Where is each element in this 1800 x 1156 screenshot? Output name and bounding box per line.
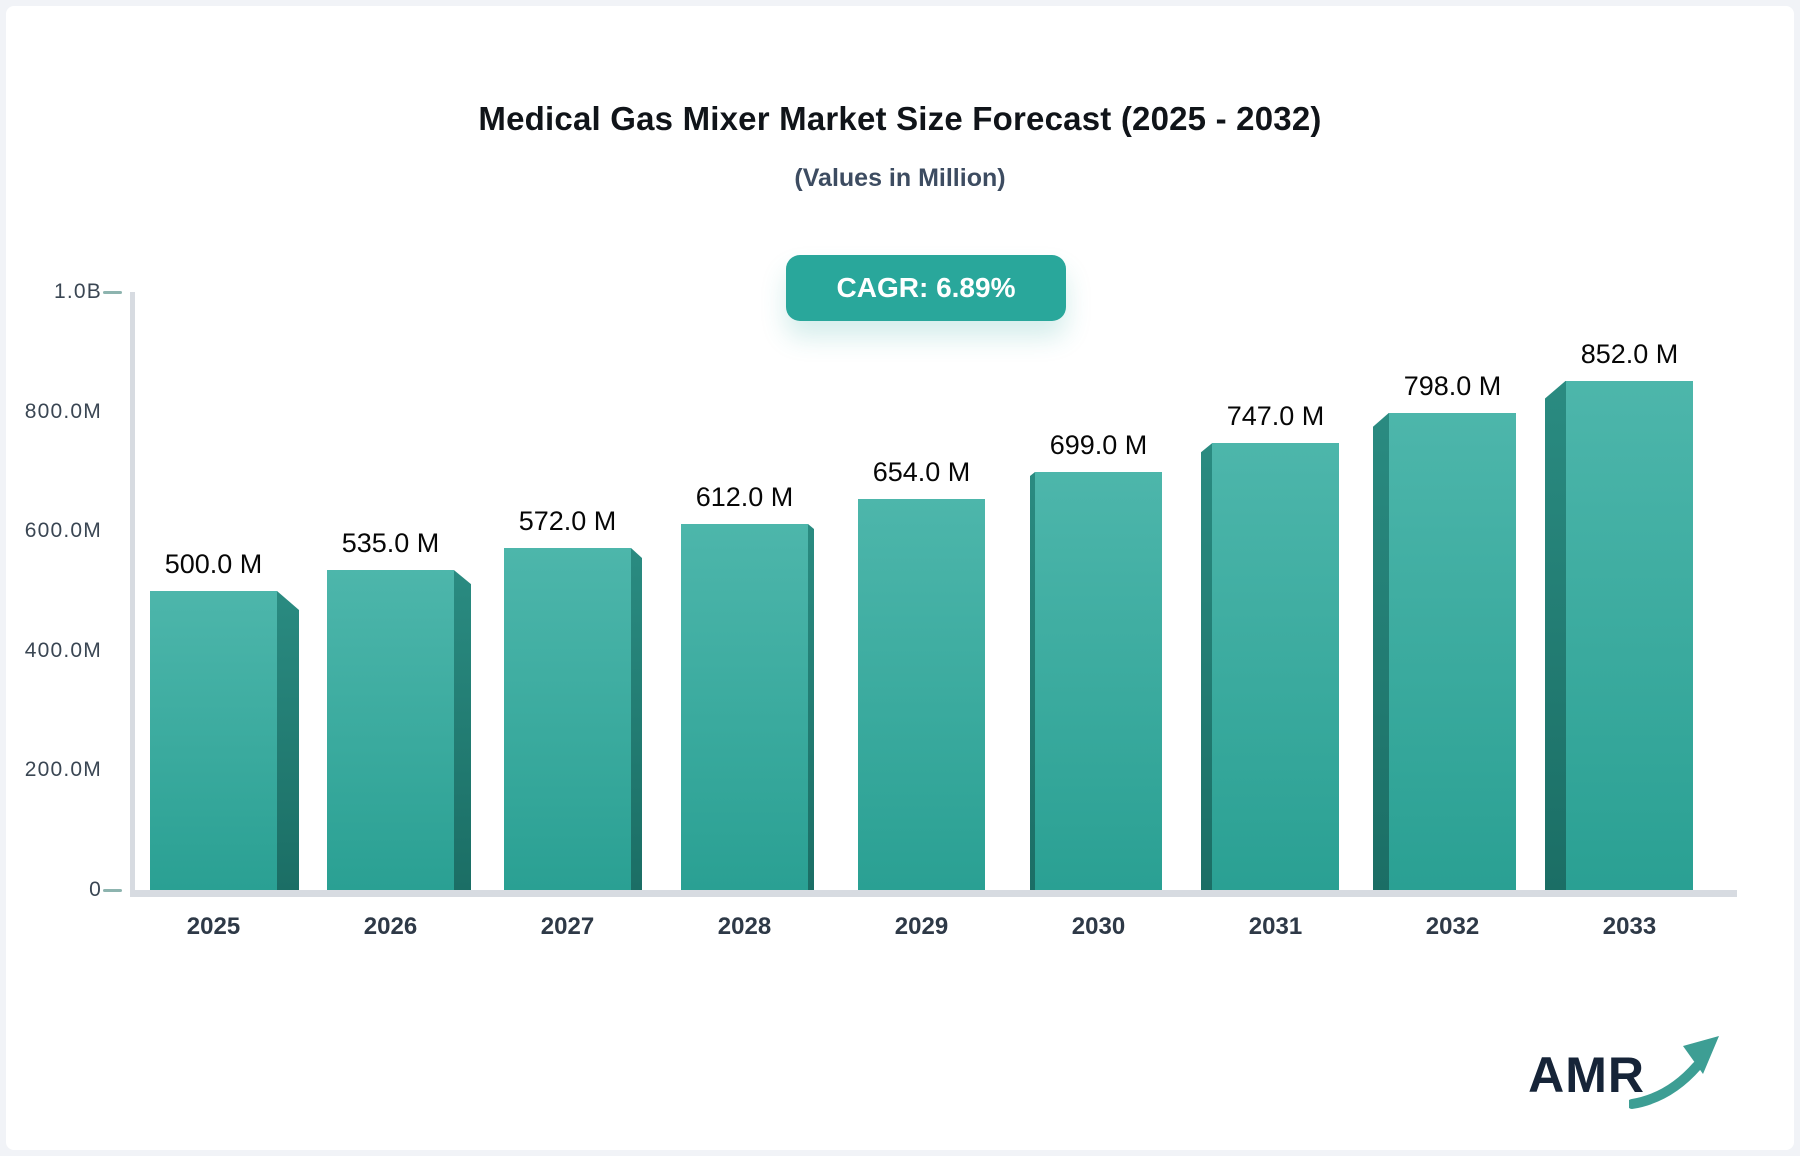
bar-value-label: 747.0 M	[1226, 401, 1325, 432]
x-axis-floor	[130, 890, 1737, 897]
bar-side-2026	[454, 570, 471, 890]
bar-2033[interactable]	[1566, 380, 1693, 890]
bar-2031[interactable]	[1212, 443, 1339, 890]
x-axis-label: 2027	[540, 913, 595, 940]
y-axis-tick-label: 400.0M	[24, 638, 102, 662]
chart-title: Medical Gas Mixer Market Size Forecast (…	[478, 100, 1322, 137]
bar-2032[interactable]	[1389, 412, 1516, 890]
y-axis-tick-label: 800.0M	[24, 399, 102, 423]
bar-side-2031	[1201, 443, 1212, 890]
bar-value-label: 612.0 M	[695, 482, 794, 513]
chart-subtitle: (Values in Million)	[794, 164, 1006, 192]
plot-area: 1.0B 800.0M 600.0M 400.0M 200.0M 0 500.0 M 2025…	[6, 6, 1794, 1150]
x-axis-label: 2030	[1071, 913, 1126, 940]
y-axis-tick-label: 1.0B	[54, 280, 102, 303]
bar-2030[interactable]	[1035, 471, 1162, 890]
bar-value-label: 654.0 M	[872, 456, 971, 487]
bar-side-2025	[277, 591, 299, 890]
y-axis-line	[130, 292, 135, 897]
bar-value-label: 535.0 M	[341, 528, 440, 559]
bar-value-label: 500.0 M	[164, 549, 263, 579]
chart-card: Medical Gas Mixer Market Size Forecast (…	[6, 6, 1794, 1150]
y-axis-tick-label: 0	[89, 878, 102, 901]
bar-value-label: 852.0 M	[1580, 338, 1679, 369]
bar-2028[interactable]	[681, 524, 808, 890]
y-axis-tick-mark	[103, 889, 122, 892]
bar-side-2030	[1030, 471, 1035, 890]
y-axis-tick-label: 200.0M	[24, 758, 102, 782]
x-axis-label: 2028	[717, 913, 772, 940]
amr-logo-text: AMR	[1528, 1047, 1645, 1103]
bar-2027[interactable]	[504, 547, 631, 890]
bar-side-2027	[631, 547, 642, 890]
x-axis-label: 2033	[1602, 913, 1657, 940]
x-axis-label: 2031	[1248, 913, 1303, 940]
growth-arrow-icon	[1629, 1036, 1719, 1109]
y-axis-tick-label: 600.0M	[24, 519, 102, 543]
x-axis-label: 2032	[1425, 913, 1480, 940]
x-axis-label: 2026	[363, 913, 418, 940]
bar-2026[interactable]	[327, 570, 454, 890]
cagr-badge: CAGR: 6.89%	[786, 255, 1066, 321]
bar-2025[interactable]	[150, 591, 277, 890]
bar-side-2028	[808, 524, 814, 890]
amr-logo: AMR	[1528, 1034, 1721, 1116]
bar-side-2033	[1545, 380, 1566, 890]
bar-side-2032	[1373, 412, 1389, 890]
x-axis-label: 2029	[894, 913, 949, 940]
bar-value-label: 699.0 M	[1049, 429, 1148, 460]
bar-2029[interactable]	[858, 498, 985, 890]
y-axis-tick-mark	[103, 291, 122, 294]
x-axis-label: 2025	[186, 913, 241, 940]
bar-value-label: 798.0 M	[1403, 370, 1502, 401]
bar-value-label: 572.0 M	[518, 505, 617, 536]
